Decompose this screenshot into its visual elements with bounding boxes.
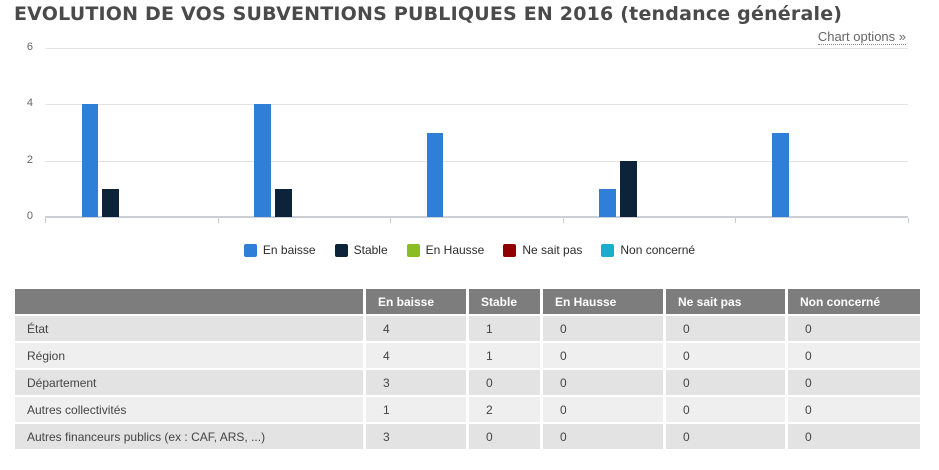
value-cell: 0 bbox=[788, 424, 920, 449]
row-label-cell: Région bbox=[15, 343, 363, 368]
value-cell: 0 bbox=[788, 397, 920, 422]
value-cell: 0 bbox=[666, 343, 785, 368]
row-label-cell: État bbox=[15, 316, 363, 341]
x-axis-tick bbox=[45, 218, 46, 223]
legend-swatch-non-concerne bbox=[601, 243, 615, 257]
chart-options: Chart options » bbox=[817, 29, 906, 45]
value-cell: 0 bbox=[543, 343, 663, 368]
bar-en-baisse-region[interactable] bbox=[254, 104, 271, 217]
x-axis-tick bbox=[735, 218, 737, 223]
value-cell: 0 bbox=[788, 316, 920, 341]
value-cell: 1 bbox=[469, 343, 540, 368]
chart-options-link[interactable]: Chart options » bbox=[817, 29, 906, 45]
bar-en-baisse-autres-financeurs-publics-ex-caf-ars[interactable] bbox=[771, 132, 789, 217]
value-cell: 2 bbox=[469, 397, 540, 422]
legend-item-ne-sait-pas[interactable]: Ne sait pas bbox=[503, 243, 582, 257]
bar-en-baisse-etat[interactable] bbox=[81, 104, 99, 217]
value-cell: 0 bbox=[469, 424, 540, 449]
y-axis-tick-label: 0 bbox=[26, 210, 33, 222]
y-axis-tick-label: 6 bbox=[26, 41, 33, 53]
table-row-etat: État 4 1 0 0 0 bbox=[15, 316, 920, 341]
y-axis-tick-label: 4 bbox=[26, 97, 33, 110]
value-cell: 1 bbox=[469, 316, 540, 341]
bar-en-baisse-departement[interactable] bbox=[426, 132, 444, 217]
table-header: En baisse Stable En Hausse Ne sait pas Non c… bbox=[15, 289, 920, 314]
page-title: EVOLUTION DE VOS SUBVENTIONS PUBLIQUES E… bbox=[14, 3, 843, 25]
legend-label: Non concerné bbox=[620, 243, 696, 257]
legend-label: Stable bbox=[353, 243, 388, 257]
y-axis-tick-label: 2 bbox=[26, 153, 33, 166]
value-cell: 3 bbox=[366, 370, 466, 395]
subventions-bar-chart: 0 2 4 6 En baisse Stable En Hausse Ne sait pas N… bbox=[0, 41, 939, 257]
bar-stable-etat[interactable] bbox=[102, 188, 119, 217]
x-axis-line bbox=[45, 216, 908, 218]
value-cell: 0 bbox=[788, 343, 920, 368]
value-cell: 4 bbox=[366, 316, 466, 341]
header-cell-row-label bbox=[15, 289, 363, 314]
legend-swatch-en-hausse bbox=[406, 243, 420, 257]
bar-stable-region[interactable] bbox=[274, 188, 292, 217]
table-row-autres-collectivites: Autres collectivités 1 2 0 0 0 bbox=[15, 397, 920, 422]
value-cell: 0 bbox=[543, 424, 663, 449]
legend-swatch-stable bbox=[334, 243, 348, 257]
value-cell: 0 bbox=[543, 370, 663, 395]
value-cell: 0 bbox=[666, 424, 785, 449]
legend-item-en-hausse[interactable]: En Hausse bbox=[406, 243, 485, 257]
row-label-cell: Département bbox=[15, 370, 363, 395]
header-cell-en-baisse: En baisse bbox=[366, 289, 466, 314]
row-label-cell: Autres financeurs publics (ex : CAF, ARS… bbox=[15, 424, 363, 449]
gridline bbox=[45, 160, 908, 162]
chart-legend: En baisse Stable En Hausse Ne sait pas Non c… bbox=[0, 243, 939, 257]
legend-label: En Hausse bbox=[425, 243, 485, 257]
value-cell: 0 bbox=[788, 370, 920, 395]
data-table: En baisse Stable En Hausse Ne sait pas Non c… bbox=[12, 287, 923, 451]
gridline bbox=[45, 104, 908, 106]
value-cell: 0 bbox=[666, 397, 785, 422]
row-label-cell: Autres collectivités bbox=[15, 397, 363, 422]
value-cell: 0 bbox=[666, 316, 785, 341]
x-axis-tick bbox=[562, 218, 564, 223]
table-row-autres-financeurs-publics-ex-caf-ars: Autres financeurs publics (ex : CAF, ARS… bbox=[15, 424, 920, 449]
value-cell: 0 bbox=[666, 370, 785, 395]
x-axis-tick bbox=[217, 218, 219, 223]
legend-item-non-concerne[interactable]: Non concerné bbox=[601, 243, 695, 257]
x-axis-tick bbox=[390, 218, 392, 223]
header-cell-ne-sait-pas: Ne sait pas bbox=[666, 289, 785, 314]
legend-swatch-ne-sait-pas bbox=[503, 243, 517, 257]
header-cell-non-concerne: Non concerné bbox=[788, 289, 920, 314]
value-cell: 0 bbox=[543, 397, 663, 422]
x-axis-tick bbox=[908, 218, 909, 223]
legend-item-en-baisse[interactable]: En baisse bbox=[243, 243, 316, 257]
legend-item-stable[interactable]: Stable bbox=[334, 243, 388, 257]
value-cell: 1 bbox=[366, 397, 466, 422]
gridline bbox=[45, 48, 908, 49]
value-cell: 3 bbox=[366, 424, 466, 449]
value-cell: 4 bbox=[366, 343, 466, 368]
header-cell-en-hausse: En Hausse bbox=[543, 289, 663, 314]
value-cell: 0 bbox=[469, 370, 540, 395]
bar-stable-autres-collectivites[interactable] bbox=[620, 160, 637, 217]
legend-label: Ne sait pas bbox=[522, 243, 583, 257]
header-cell-stable: Stable bbox=[469, 289, 540, 314]
value-cell: 0 bbox=[543, 316, 663, 341]
table-row-region: Région 4 1 0 0 0 bbox=[15, 343, 920, 368]
legend-swatch-en-baisse bbox=[243, 243, 257, 257]
bar-en-baisse-autres-collectivites[interactable] bbox=[599, 188, 617, 217]
legend-label: En baisse bbox=[262, 243, 316, 257]
table-row-departement: Département 3 0 0 0 0 bbox=[15, 370, 920, 395]
